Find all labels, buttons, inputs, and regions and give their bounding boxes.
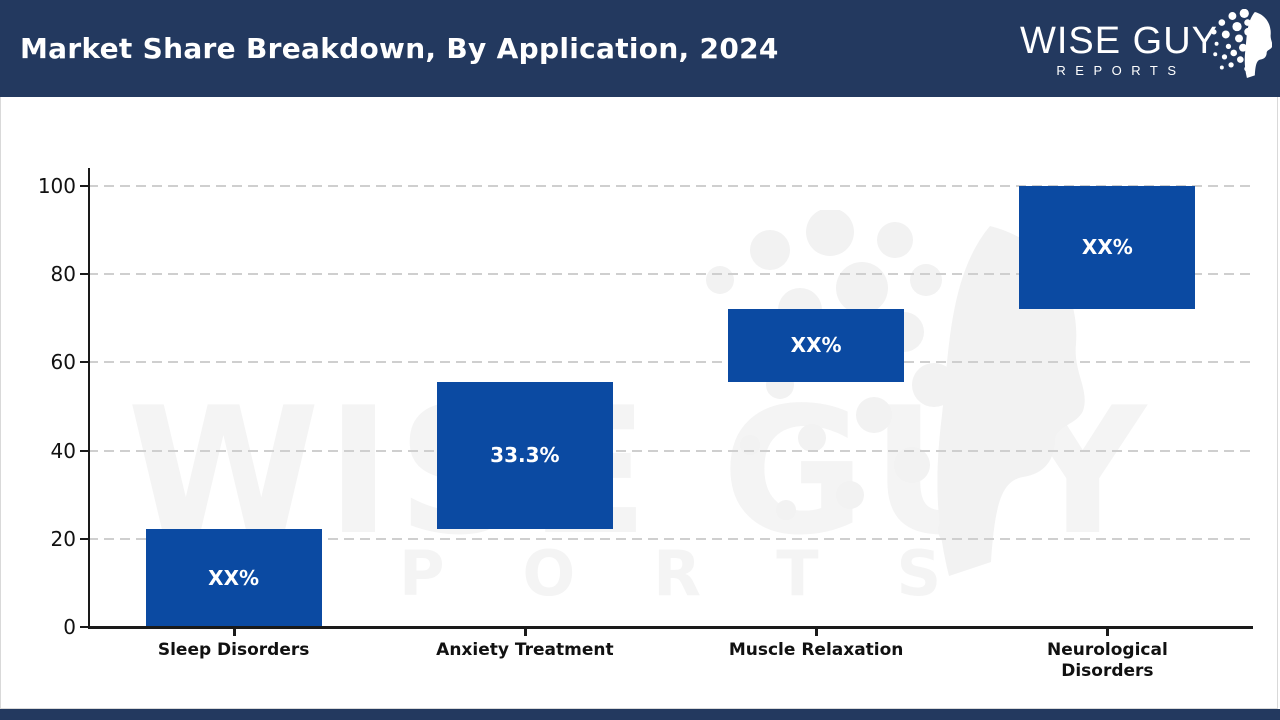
- x-category-label: Muscle Relaxation: [728, 640, 904, 660]
- x-axis-line: [88, 626, 1253, 629]
- bar-value-label: XX%: [208, 566, 260, 591]
- y-tick-mark: [80, 626, 88, 628]
- y-tick-label: 20: [50, 526, 76, 551]
- x-tick-mark: [1106, 629, 1110, 636]
- y-tick-label: 80: [50, 262, 76, 287]
- y-tick-mark: [80, 449, 88, 452]
- logo-subtext: REPORTS: [1056, 62, 1186, 78]
- y-tick-label: 100: [37, 174, 76, 198]
- grid-line: [88, 537, 1253, 540]
- y-tick-label: 0: [63, 615, 76, 639]
- grid-line: [88, 361, 1253, 364]
- x-category-label: Neurological Disorders: [1046, 640, 1168, 682]
- y-tick-mark: [80, 185, 88, 187]
- grid-line: [88, 185, 1253, 187]
- x-tick-mark: [523, 629, 527, 636]
- bar-value-label: XX%: [790, 333, 842, 358]
- wise-guy-reports-logo: WISE GUY REPORTS: [1020, 9, 1272, 89]
- y-tick-mark: [80, 361, 88, 364]
- logo-text: WISE GUY REPORTS: [1020, 22, 1218, 77]
- bar-segment: XX%: [1019, 186, 1196, 309]
- bar-segment: 33.3%: [436, 381, 613, 530]
- bar-value-label: 33.3%: [490, 443, 560, 468]
- x-tick-mark: [815, 629, 819, 636]
- grid-line: [88, 273, 1253, 276]
- page-title: Market Share Breakdown, By Application, …: [20, 32, 779, 65]
- y-tick-mark: [80, 273, 88, 276]
- bar-segment: XX%: [728, 308, 905, 382]
- logo-wordmark: WISE GUY: [1019, 19, 1218, 62]
- bar-value-label: XX%: [1081, 235, 1133, 260]
- logo-face-icon: [1211, 9, 1272, 79]
- bar-segment: XX%: [145, 529, 322, 627]
- x-category-label: Sleep Disorders: [157, 640, 310, 660]
- y-axis-line: [88, 168, 90, 629]
- header-bar: Market Share Breakdown, By Application, …: [0, 0, 1280, 97]
- y-tick-label: 40: [50, 438, 76, 463]
- footer-bar: [0, 709, 1280, 720]
- x-tick-mark: [232, 629, 236, 636]
- x-category-label: Anxiety Treatment: [436, 640, 614, 660]
- y-tick-mark: [80, 537, 88, 540]
- y-tick-label: 60: [50, 350, 76, 375]
- grid-line: [88, 449, 1253, 452]
